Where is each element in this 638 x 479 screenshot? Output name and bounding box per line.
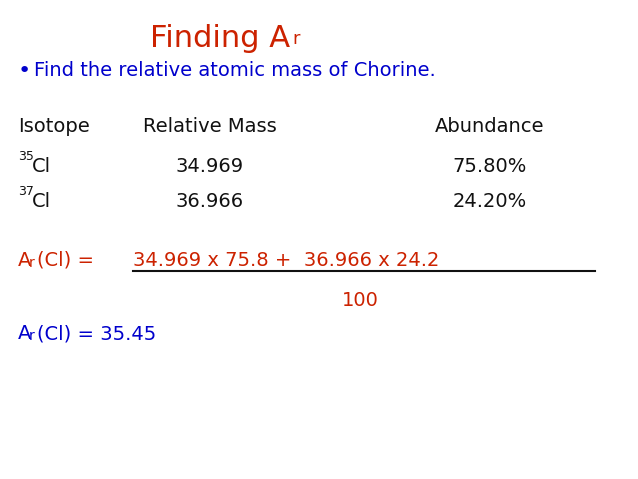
Text: A: A [18, 324, 31, 343]
Text: Find the relative atomic mass of Chorine.: Find the relative atomic mass of Chorine… [34, 61, 436, 80]
Text: Relative Mass: Relative Mass [143, 117, 277, 136]
Text: 34.969: 34.969 [176, 157, 244, 176]
Text: 100: 100 [341, 291, 378, 310]
Text: 75.80%: 75.80% [453, 157, 527, 176]
Text: (Cl) =: (Cl) = [37, 251, 100, 270]
Text: 37: 37 [18, 185, 34, 198]
Text: 36.966: 36.966 [176, 192, 244, 211]
Text: r: r [29, 329, 34, 343]
Text: 35: 35 [18, 150, 34, 163]
Text: A: A [18, 251, 31, 270]
Text: r: r [29, 256, 34, 270]
Text: Cl: Cl [32, 157, 51, 176]
Text: Abundance: Abundance [435, 117, 545, 136]
Text: Cl: Cl [32, 192, 51, 211]
Text: (Cl) = 35.45: (Cl) = 35.45 [37, 324, 156, 343]
Text: Finding A: Finding A [150, 24, 290, 53]
Text: •: • [18, 61, 31, 81]
Text: 24.20%: 24.20% [453, 192, 527, 211]
Text: Isotope: Isotope [18, 117, 90, 136]
Text: r: r [292, 30, 299, 48]
Text: 34.969 x 75.8 +  36.966 x 24.2: 34.969 x 75.8 + 36.966 x 24.2 [133, 251, 440, 270]
